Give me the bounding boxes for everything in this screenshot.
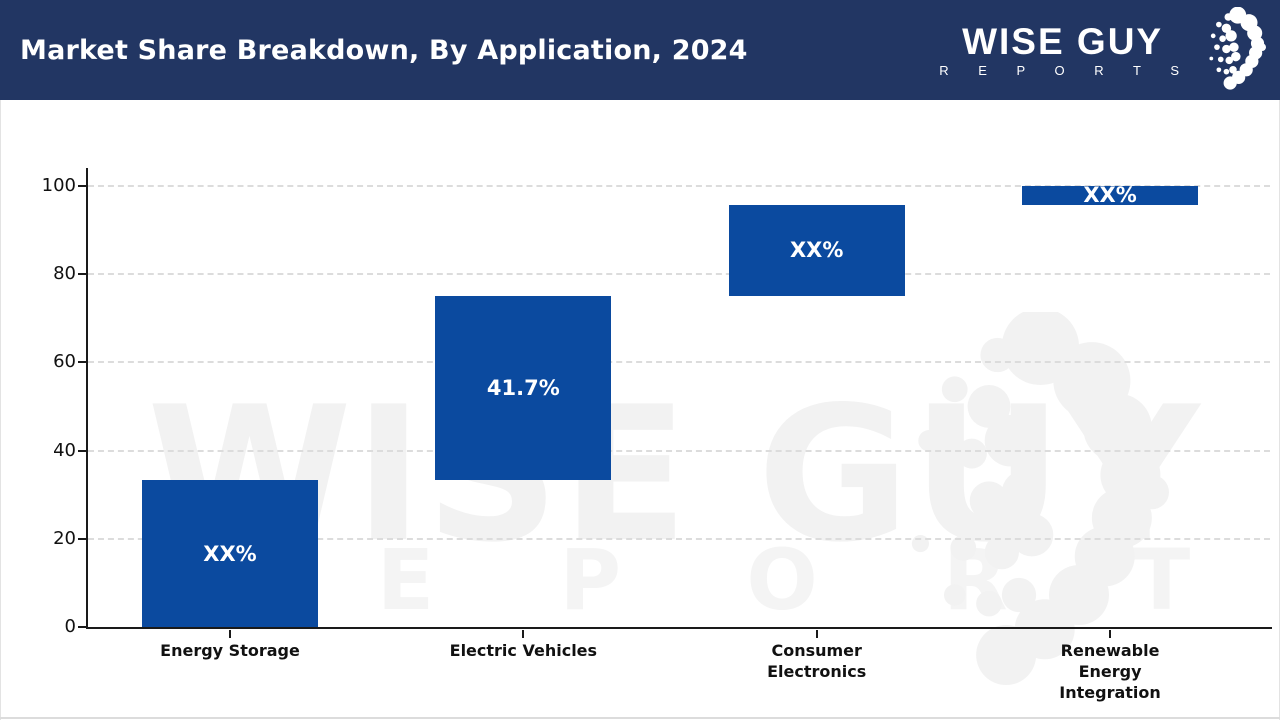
y-axis-spine — [86, 168, 88, 629]
bottom-border — [0, 717, 1280, 719]
header: Market Share Breakdown, By Application, … — [0, 0, 1280, 100]
watermark-wordmark: WISE GUY — [147, 366, 1202, 583]
logo-head-icon — [1209, 7, 1266, 90]
watermark-subtext: R E P O R T S — [187, 531, 1280, 629]
logo-text: WISE GUY R E P O R T S — [933, 23, 1192, 77]
chart-title: Market Share Breakdown, By Application, … — [20, 34, 748, 66]
x-axis-spine — [86, 627, 1272, 629]
watermark-head-icon — [911, 312, 1169, 685]
wise-guy-logo: WISE GUY R E P O R T S — [933, 7, 1266, 93]
logo-wordmark: WISE GUY — [962, 21, 1164, 62]
logo-subtext: R E P O R T S — [939, 63, 1192, 78]
